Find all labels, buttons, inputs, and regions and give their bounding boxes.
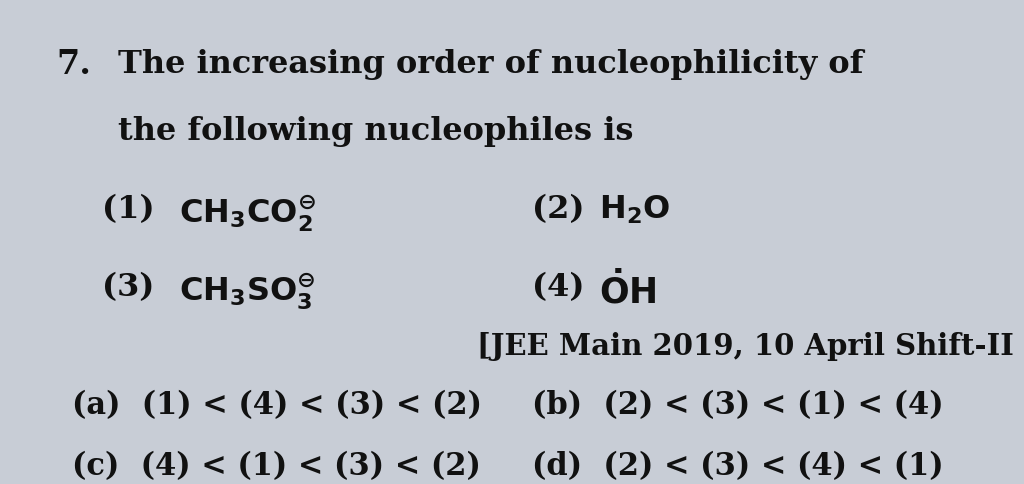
Text: $\mathbf{\dot{O}H}$: $\mathbf{\dot{O}H}$ <box>599 271 656 310</box>
Text: (1): (1) <box>102 194 155 225</box>
Text: The increasing order of nucleophilicity of: The increasing order of nucleophilicity … <box>118 48 863 79</box>
Text: (a)  (1) < (4) < (3) < (2): (a) (1) < (4) < (3) < (2) <box>72 390 481 421</box>
Text: (4): (4) <box>532 271 585 302</box>
Text: (3): (3) <box>102 271 155 302</box>
Text: (2): (2) <box>532 194 585 225</box>
Text: (b)  (2) < (3) < (1) < (4): (b) (2) < (3) < (1) < (4) <box>532 390 944 421</box>
Text: $\mathbf{CH_3CO_2^{\ominus}}$: $\mathbf{CH_3CO_2^{\ominus}}$ <box>179 194 316 234</box>
Text: $\mathbf{CH_3SO_3^{\ominus}}$: $\mathbf{CH_3SO_3^{\ominus}}$ <box>179 271 315 311</box>
Text: [JEE Main 2019, 10 April Shift-II: [JEE Main 2019, 10 April Shift-II <box>477 332 1014 361</box>
Text: (d)  (2) < (3) < (4) < (1): (d) (2) < (3) < (4) < (1) <box>532 450 944 481</box>
Text: 7.: 7. <box>56 48 91 81</box>
Text: $\mathbf{H_2O}$: $\mathbf{H_2O}$ <box>599 194 671 226</box>
Text: the following nucleophiles is: the following nucleophiles is <box>118 116 633 147</box>
Text: (c)  (4) < (1) < (3) < (2): (c) (4) < (1) < (3) < (2) <box>72 450 480 481</box>
